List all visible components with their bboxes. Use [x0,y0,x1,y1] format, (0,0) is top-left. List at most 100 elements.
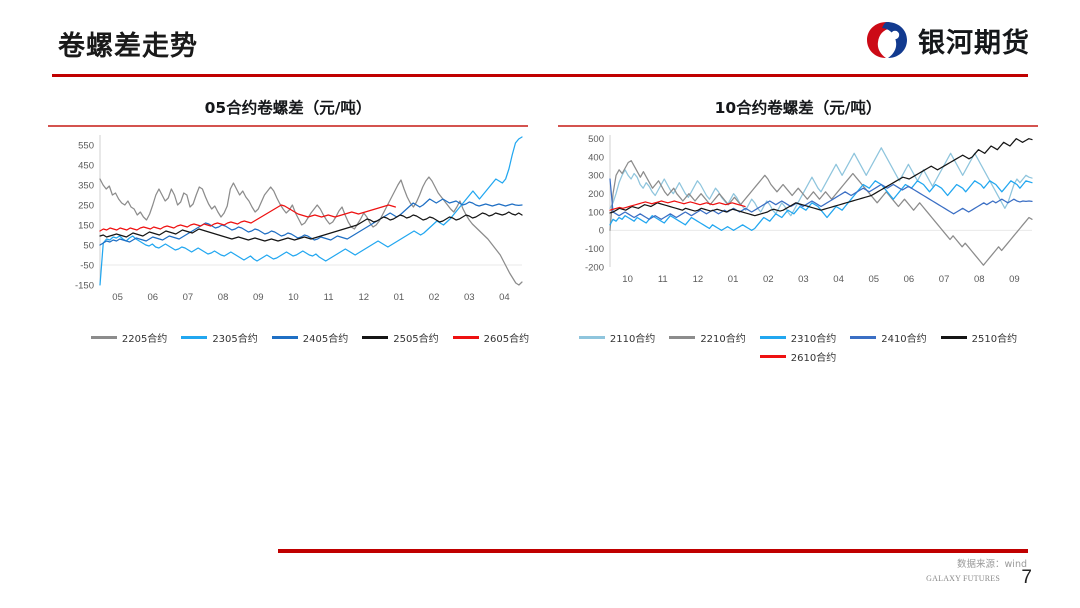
x-axis-tick-label: 12 [693,274,704,285]
series-line-2405合约 [99,197,523,246]
series-line-2110合约 [609,146,1033,216]
chart-title-05: 05合约卷螺差（元/吨） [204,99,372,117]
legend-swatch-icon [578,336,605,339]
x-axis-tick-label: 08 [974,274,985,285]
legend-swatch-icon [181,336,208,339]
chart-panel-05: 05合约卷螺差（元/吨） 550 450 350 250 150 50 -50 -150 05 0… [48,96,528,396]
legend-item-2305合约[interactable]: 2305合约 [181,330,258,345]
legend-swatch-icon [90,336,117,339]
legend-swatch-icon [452,336,479,339]
legend-item-2405合约[interactable]: 2405合约 [271,330,349,345]
y-axis-tick-label: -50 [80,260,94,271]
x-axis-tick-label: 07 [939,274,950,285]
legend-label: 2110合约 [609,334,656,345]
x-axis-tick-label: 01 [728,274,739,285]
series-line-2610合约 [609,199,746,211]
x-axis-tick-label: 03 [464,292,475,303]
series-line-2305合约 [99,135,523,286]
y-axis-tick-label: 550 [78,140,94,151]
y-axis-tick-label: 250 [78,200,94,211]
galaxy-swirl-icon [867,22,907,58]
legend-label: 2505合约 [393,334,439,345]
legend-label: 2605合约 [483,334,530,345]
x-axis-tick-label: 08 [218,292,229,303]
legend-swatch-icon [362,336,389,339]
legend-swatch-icon [669,336,696,339]
y-axis-tick-label: 350 [78,180,94,191]
legend-label: 2210合约 [700,334,746,345]
x-axis-tick-label: 05 [868,274,879,285]
x-axis-tick-label: 02 [429,292,440,303]
x-axis-tick-label: 09 [1009,274,1020,285]
x-axis-tick-label: 02 [763,274,774,285]
series-line-2510合约 [609,137,1033,216]
y-axis-tick-label: -150 [75,280,94,291]
chart-panel-10: 10合约卷螺差（元/吨） 500 400 300 200 100 0 -100 -200 10 1… [558,96,1038,396]
series-line-2410合约 [609,177,1033,220]
brand-name: 银河期货 [918,27,1030,59]
y-axis-tick-label: 500 [588,134,604,145]
y-axis-tick-label: 150 [78,220,94,231]
legend-item-2410合约[interactable]: 2410合约 [850,330,927,345]
x-axis-tick-label: 06 [147,292,158,303]
legend-swatch-icon [271,336,298,339]
legend-item-2610合约[interactable]: 2610合约 [759,349,837,364]
legend-item-2510合约[interactable]: 2510合约 [940,330,1017,345]
legend-item-2210合约[interactable]: 2210合约 [669,330,746,345]
y-axis-tick-label: 50 [83,240,94,251]
y-axis-tick-label: 0 [599,225,604,236]
series-line-2205合约 [99,175,523,286]
y-axis-tick-label: -100 [585,244,604,255]
y-axis-tick-label: -200 [585,262,604,273]
footer-divider [278,549,1028,553]
x-axis-tick-label: 04 [833,274,844,285]
series-line-2505合约 [99,210,523,242]
x-axis-tick-label: 06 [904,274,915,285]
data-source-note: 数据来源：wind [957,559,1027,570]
legend-label: 2305合约 [212,334,258,345]
chart-legend-05: 2205合约 2305合约 2405合约 2505合约 2605合约 [48,330,550,345]
x-axis-tick-label: 03 [798,274,809,285]
footer-brand-en: GALAXY FUTURES [926,574,1000,583]
x-axis-tick-label: 09 [253,292,264,303]
line-chart-05: 550 450 350 250 150 50 -50 -150 05 06 07 08 09 10 11 12… [75,134,523,303]
legend-swatch-icon [759,355,786,358]
y-axis-tick-label: 450 [78,160,94,171]
legend-item-2310合约[interactable]: 2310合约 [759,330,837,345]
y-axis-tick-label: 100 [588,207,604,218]
legend-item-2110合约[interactable]: 2110合约 [578,330,656,345]
header-divider [52,74,1028,77]
chart-title-underline [48,125,528,127]
y-axis-tick-label: 400 [588,152,604,163]
chart-title-underline [558,125,1038,127]
legend-label: 2410合约 [881,334,927,345]
legend-item-2205合约[interactable]: 2205合约 [90,330,168,345]
chart-legend-10: 2110合约 2210合约 2310合约 2410合约 2510合约 2610合约 [558,330,1038,364]
legend-label: 2405合约 [302,334,349,345]
chart-title-10: 10合约卷螺差（元/吨） [714,99,882,117]
legend-label: 2310合约 [790,334,837,345]
x-axis-tick-label: 10 [288,292,299,303]
chart-plot-area-10: 500 400 300 200 100 0 -100 -200 10 11 12 01 02 03 04 05… [558,127,1038,372]
x-axis-tick-label: 12 [358,292,369,303]
x-axis-tick-label: 04 [499,292,510,303]
series-line-2210合约 [609,159,1033,266]
legend-label: 2610合约 [790,353,837,364]
y-axis-tick-label: 200 [588,189,604,200]
page-number: 7 [1021,567,1032,588]
legend-swatch-icon [759,336,786,339]
x-axis-tick-label: 11 [658,274,668,285]
brand-logo: 银河期货 [865,20,1030,60]
chart-plot-area-05: 550 450 350 250 150 50 -50 -150 05 06 07 08 09 10 11 12… [48,127,528,372]
legend-swatch-icon [850,336,877,339]
x-axis-tick-label: 07 [183,292,194,303]
series-line-2605合约 [99,203,397,232]
slide-header: 卷螺差走势 银河期货 [0,0,1080,78]
legend-label: 2205合约 [121,334,168,345]
legend-item-2605合约[interactable]: 2605合约 [452,330,530,345]
legend-item-2505合约[interactable]: 2505合约 [362,330,439,345]
line-chart-10: 500 400 300 200 100 0 -100 -200 10 11 12 01 02 03 04 05… [585,134,1033,285]
x-axis-tick-label: 10 [622,274,633,285]
x-axis-tick-label: 11 [324,292,334,303]
x-axis-tick-label: 05 [112,292,123,303]
